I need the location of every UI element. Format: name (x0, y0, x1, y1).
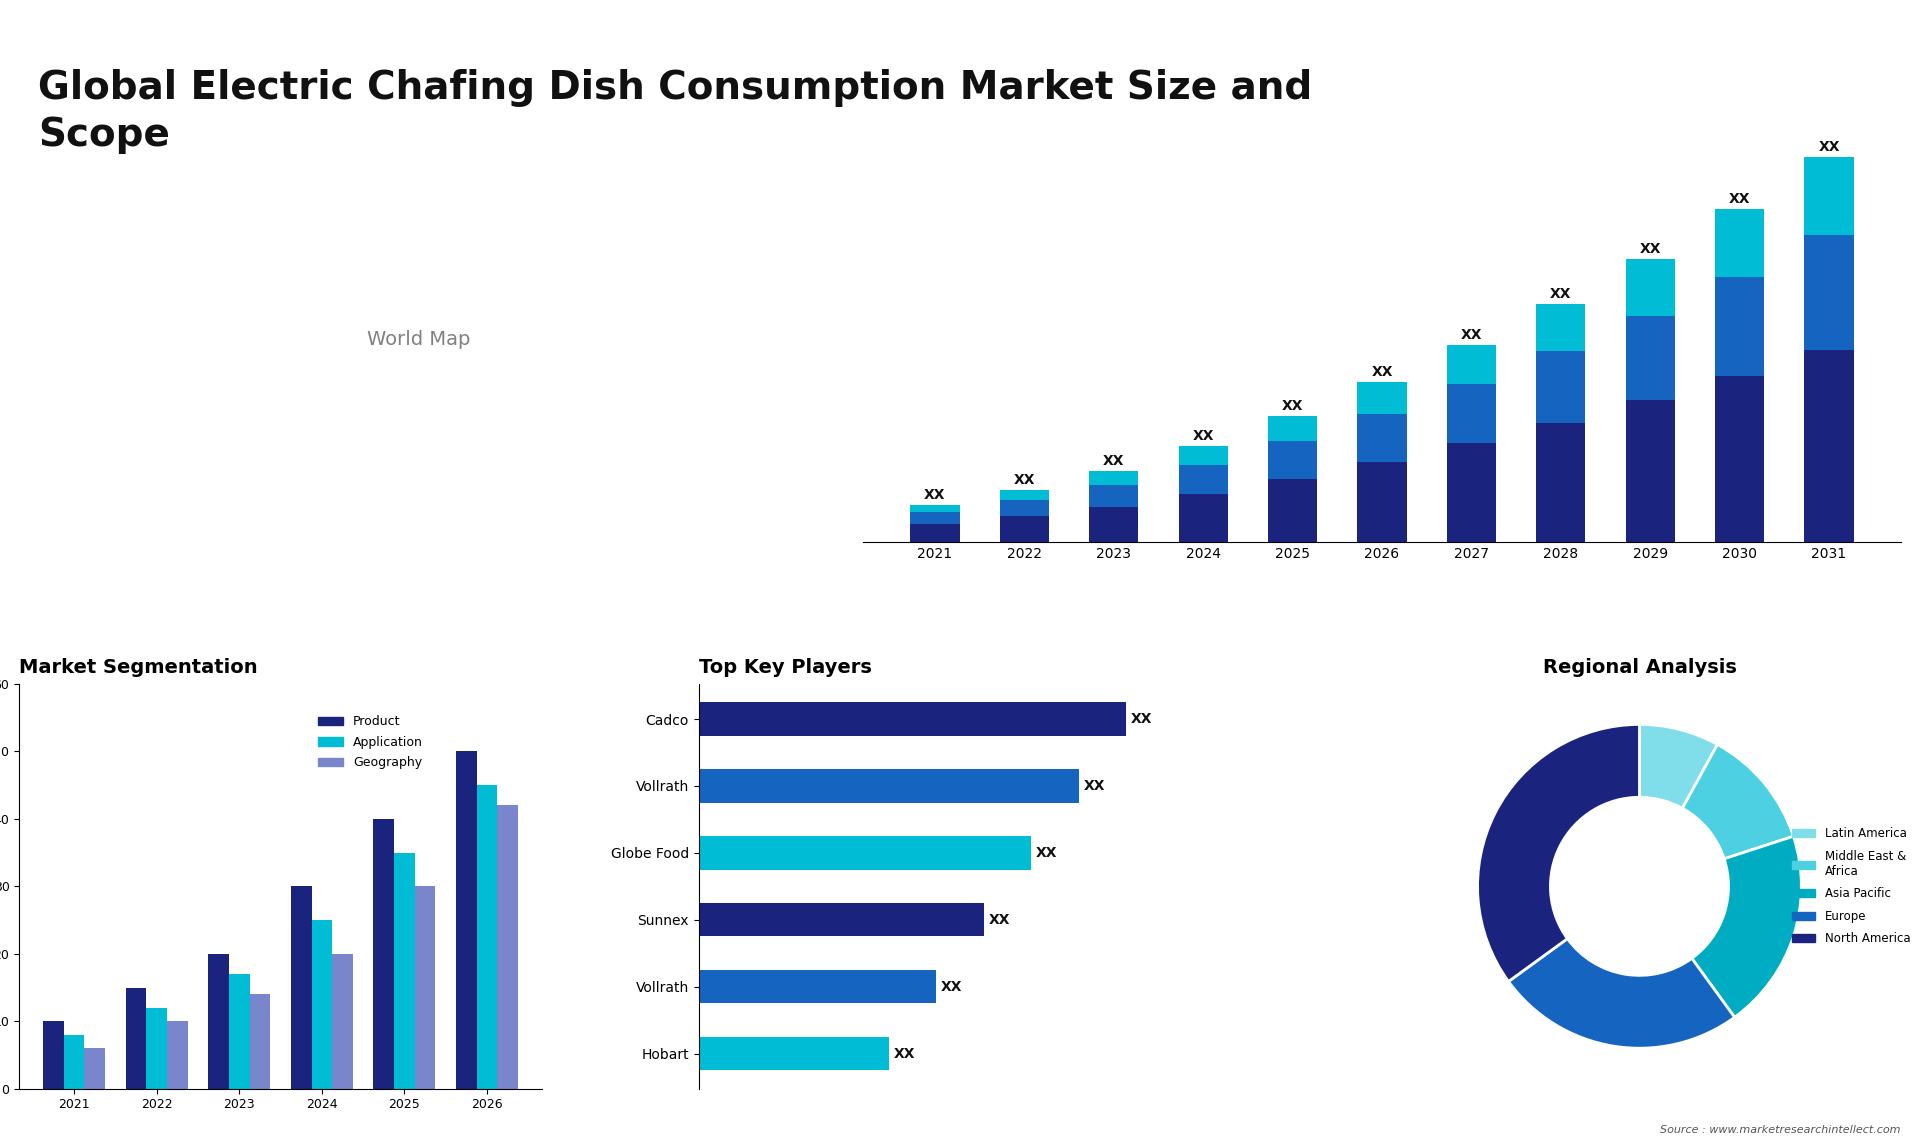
Bar (84, 1049, 106, 1089)
Bar (1089, 471, 1139, 485)
Text: XX: XX (1131, 712, 1152, 727)
Bar (699, 903, 983, 936)
Bar (910, 505, 960, 512)
Bar (1179, 464, 1227, 494)
Text: XX: XX (1640, 242, 1661, 256)
Text: XX: XX (1818, 140, 1839, 154)
Bar (146, 1007, 167, 1089)
Bar (699, 769, 1079, 802)
Bar (1626, 400, 1674, 542)
Bar (1357, 462, 1407, 542)
Bar (1267, 479, 1317, 542)
Bar (394, 853, 415, 1089)
Bar (910, 524, 960, 542)
Bar (311, 920, 332, 1089)
Wedge shape (1682, 745, 1793, 858)
Bar (228, 974, 250, 1089)
Bar (290, 886, 311, 1089)
Wedge shape (1640, 724, 1718, 808)
Text: XX: XX (1728, 193, 1751, 206)
Text: MARKET
RESEARCH
INTELLECT: MARKET RESEARCH INTELLECT (1738, 50, 1812, 99)
Text: World Map: World Map (367, 330, 470, 350)
Bar (1536, 423, 1586, 542)
Text: Source : www.marketresearchintellect.com: Source : www.marketresearchintellect.com (1661, 1124, 1901, 1135)
Bar (1805, 157, 1853, 235)
Bar (167, 1021, 188, 1089)
Polygon shape (1590, 46, 1720, 115)
Bar (1267, 441, 1317, 479)
Text: XX: XX (893, 1046, 916, 1060)
Bar (1626, 316, 1674, 400)
Text: Global Electric Chafing Dish Consumption Market Size and
Scope: Global Electric Chafing Dish Consumption… (38, 69, 1313, 154)
Bar (457, 752, 476, 1089)
Bar (699, 970, 937, 1004)
Bar (1089, 507, 1139, 542)
Bar (1715, 210, 1764, 276)
Bar (1357, 414, 1407, 462)
Text: XX: XX (1283, 399, 1304, 414)
Bar (1000, 516, 1048, 542)
Bar (1000, 500, 1048, 516)
Bar (1448, 384, 1496, 444)
Text: XX: XX (1083, 779, 1106, 793)
Text: XX: XX (1371, 366, 1392, 379)
Text: XX: XX (1104, 454, 1125, 469)
Text: XX: XX (1192, 429, 1213, 444)
Bar (1715, 376, 1764, 542)
Bar (1357, 383, 1407, 414)
Bar (1179, 494, 1227, 542)
Bar (1000, 489, 1048, 500)
Bar (63, 1035, 84, 1089)
Bar (699, 837, 1031, 870)
Bar (1805, 235, 1853, 350)
Wedge shape (1478, 724, 1640, 981)
Bar (497, 806, 518, 1089)
Bar (1448, 345, 1496, 384)
Text: XX: XX (941, 980, 962, 994)
Legend: Latin America, Middle East &
Africa, Asia Pacific, Europe, North America: Latin America, Middle East & Africa, Asi… (1788, 823, 1914, 950)
Bar (699, 702, 1127, 736)
Bar (1805, 350, 1853, 542)
Bar (332, 953, 353, 1089)
Legend: Product, Application, Geography: Product, Application, Geography (313, 711, 428, 775)
Text: XX: XX (1037, 846, 1058, 860)
Bar (207, 953, 228, 1089)
Text: XX: XX (989, 912, 1010, 927)
Text: Market Segmentation: Market Segmentation (19, 658, 257, 677)
Wedge shape (1509, 939, 1734, 1049)
Bar (1715, 276, 1764, 376)
Bar (476, 785, 497, 1089)
Text: Top Key Players: Top Key Players (699, 658, 872, 677)
Bar (415, 886, 436, 1089)
Bar (1089, 485, 1139, 507)
Title: Regional Analysis: Regional Analysis (1542, 658, 1736, 677)
Bar (1179, 446, 1227, 464)
Bar (1536, 352, 1586, 423)
Bar (250, 995, 271, 1089)
Wedge shape (1692, 837, 1801, 1018)
Text: XX: XX (1461, 328, 1482, 342)
Bar (1448, 444, 1496, 542)
Text: XX: XX (1549, 286, 1572, 301)
Bar (1626, 259, 1674, 316)
Bar (374, 819, 394, 1089)
Text: XX: XX (924, 488, 947, 502)
Text: XX: XX (1014, 473, 1035, 487)
Bar (699, 1037, 889, 1070)
Bar (910, 512, 960, 524)
Bar (1267, 416, 1317, 441)
Bar (125, 988, 146, 1089)
Bar (42, 1021, 63, 1089)
Bar (1536, 304, 1586, 352)
